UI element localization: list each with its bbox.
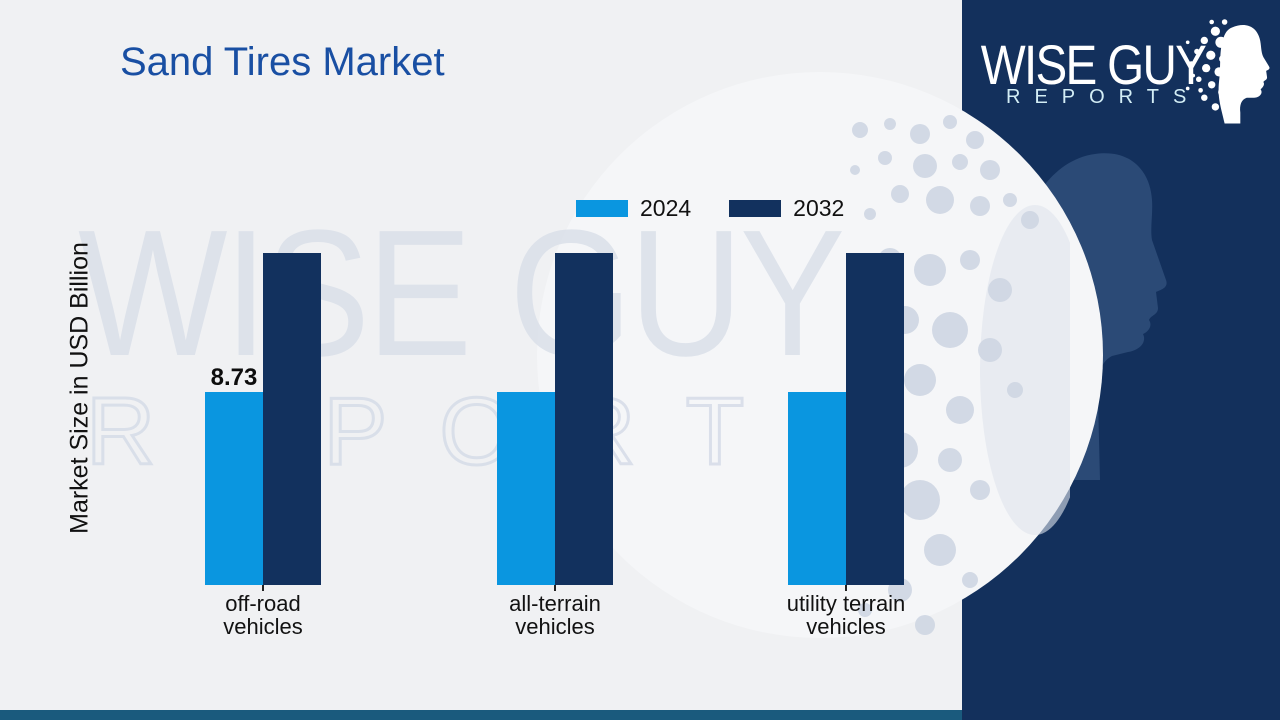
chart-legend: 2024 2032 xyxy=(576,195,844,222)
legend-item-2024: 2024 xyxy=(576,195,691,222)
legend-swatch-2032 xyxy=(729,200,782,217)
watermark-wordmark: WISE GUY xyxy=(78,193,845,394)
bar-2024-category-0 xyxy=(205,392,263,585)
x-axis-tick xyxy=(262,585,264,591)
x-category-label: off-road vehicles xyxy=(223,591,303,639)
x-axis-tick xyxy=(554,585,556,591)
logo-face-icon xyxy=(1185,19,1270,124)
legend-label-2032: 2032 xyxy=(793,195,845,221)
brand-logo-reports: REPORTS xyxy=(1006,86,1201,108)
legend-label-2024: 2024 xyxy=(640,195,692,221)
page-title: Sand Tires Market xyxy=(120,40,445,84)
bar-2024-category-2 xyxy=(788,392,846,585)
brand-logo: WISE GUY REPORTS xyxy=(962,0,1280,150)
x-axis-tick xyxy=(845,585,847,591)
bar-2024-category-1 xyxy=(497,392,555,585)
bar-2032-category-1 xyxy=(555,253,613,585)
bar-value-label: 8.73 xyxy=(210,364,258,391)
legend-item-2032: 2032 xyxy=(729,195,844,222)
bar-2032-category-0 xyxy=(263,253,321,585)
bar-2032-category-2 xyxy=(846,253,904,585)
dissolving-dots-pattern xyxy=(850,115,1070,635)
x-category-label: all-terrain vehicles xyxy=(509,591,601,639)
bottom-accent-strip xyxy=(0,710,962,720)
legend-swatch-2024 xyxy=(576,200,628,217)
x-category-label: utility terrain vehicles xyxy=(786,591,906,639)
y-axis-label: Market Size in USD Billion xyxy=(65,242,94,534)
brand-logo-wordmark: WISE GUY xyxy=(980,33,1207,96)
